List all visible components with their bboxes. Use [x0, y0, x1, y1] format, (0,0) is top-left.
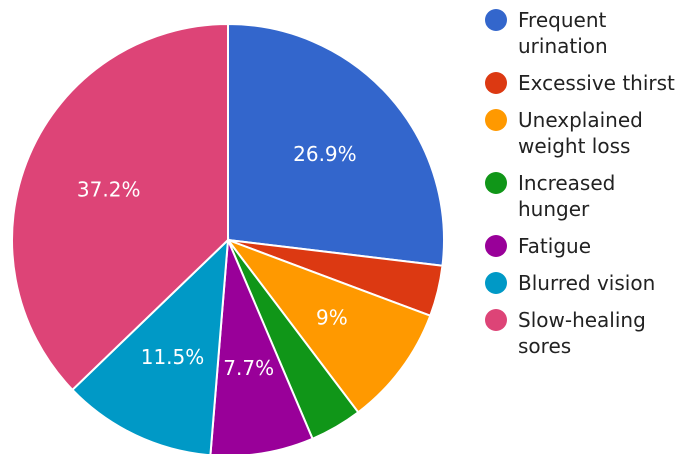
- pie-slice-label-frequent-urination: 26.9%: [293, 142, 357, 166]
- legend-label-increased-hunger: Increased hunger: [518, 171, 615, 221]
- legend-swatch-increased-hunger: [485, 172, 507, 194]
- legend-swatch-unexplained-weight-loss: [485, 109, 507, 131]
- legend-swatch-blurred-vision: [485, 272, 507, 294]
- pie-slice-labels: 26.9% 9% 7.7% 11.5% 37.2%: [77, 142, 357, 380]
- legend-label-frequent-urination: Frequent urination: [518, 8, 608, 58]
- pie-slice-label-slow-healing-sores: 37.2%: [77, 177, 141, 201]
- pie-slice-unexplained-weight-loss: [225, 237, 432, 414]
- legend-swatch-excessive-thirst: [485, 72, 507, 94]
- legend-swatch-slow-healing-sores: [485, 309, 507, 331]
- pie-slices: [11, 22, 445, 454]
- legend-swatch-frequent-urination: [485, 9, 507, 31]
- legend-label-unexplained-weight-loss: Unexplained weight loss: [518, 108, 643, 158]
- pie-slice-fatigue: [209, 239, 314, 454]
- pie-slice-slow-healing-sores: [11, 22, 229, 392]
- legend-label-slow-healing-sores: Slow-healing sores: [518, 308, 646, 358]
- pie-slice-label-unexplained-weight-loss: 9%: [316, 306, 348, 330]
- legend-swatch-fatigue: [485, 235, 507, 257]
- legend-label-fatigue: Fatigue: [518, 234, 591, 258]
- pie-slice-blurred-vision: [70, 237, 230, 454]
- chart-legend: Frequent urination Excessive thirst Unexpla…: [485, 8, 675, 358]
- legend-label-excessive-thirst: Excessive thirst: [518, 71, 675, 95]
- pie-slice-frequent-urination: [227, 22, 445, 267]
- pie-slice-label-blurred-vision: 11.5%: [141, 345, 205, 369]
- pie-slice-label-fatigue: 7.7%: [223, 356, 274, 380]
- legend-label-blurred-vision: Blurred vision: [518, 271, 655, 295]
